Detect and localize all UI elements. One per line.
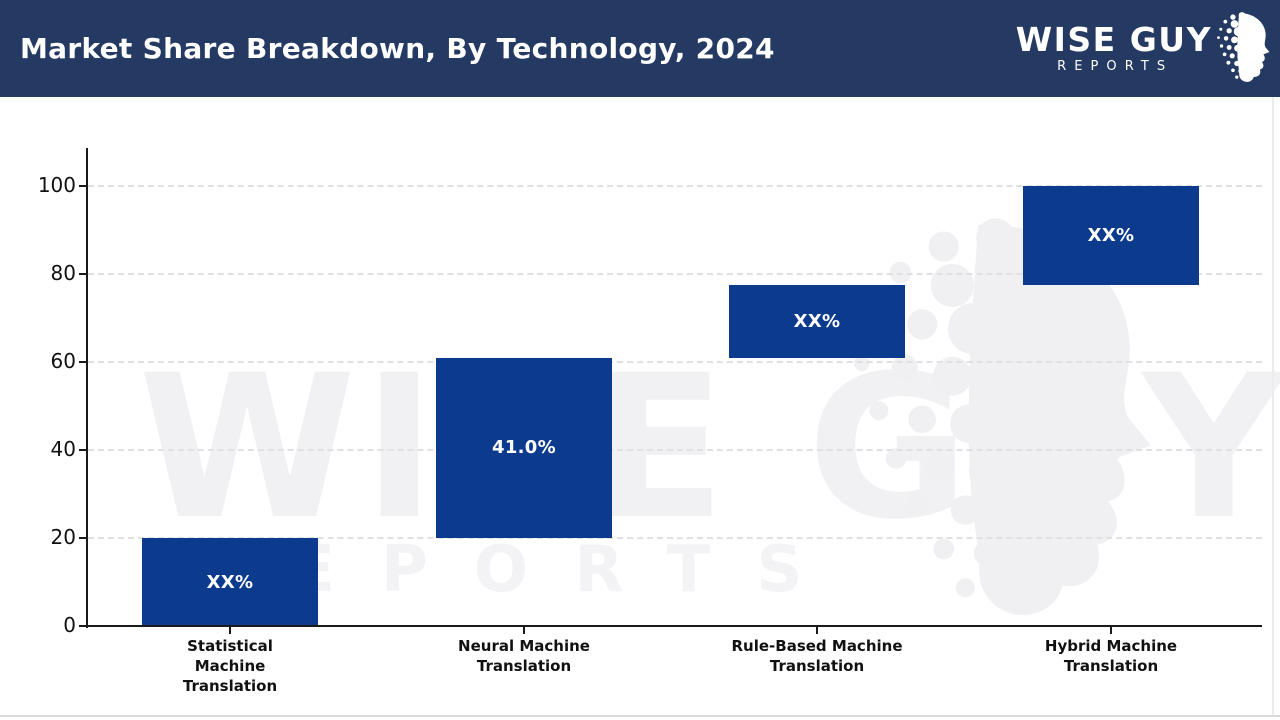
x-tick-mark — [523, 627, 525, 634]
bar-value-label: 41.0% — [492, 437, 556, 459]
y-tick-label: 0 — [63, 613, 76, 637]
y-tick-mark — [79, 273, 87, 275]
y-tick-mark — [79, 537, 87, 539]
y-tick-mark — [79, 625, 87, 627]
logo-wordmark: WISE GUY — [1015, 20, 1212, 59]
bar: XX% — [142, 538, 318, 626]
x-tick-label: Neural Machine Translation — [458, 637, 590, 675]
page-title: Market Share Breakdown, By Technology, 2… — [20, 32, 775, 65]
header-bar: Market Share Breakdown, By Technology, 2… — [0, 0, 1280, 97]
grid-line — [88, 185, 1262, 187]
y-tick-mark — [79, 361, 87, 363]
bar: XX% — [1023, 186, 1199, 285]
x-tick-label: Rule-Based Machine Translation — [731, 637, 903, 675]
bar-value-label: XX% — [793, 310, 841, 332]
grid-line — [88, 273, 1262, 275]
y-tick-label: 20 — [50, 525, 76, 549]
chart-area: WISE GUY REPORTS 0 20 40 60 80 100 XX% Statisti… — [0, 97, 1280, 720]
y-tick-label: 80 — [50, 261, 76, 285]
grid-line — [88, 537, 1262, 539]
grid-line — [88, 449, 1262, 451]
right-divider — [1272, 97, 1274, 715]
y-axis-line — [86, 148, 88, 628]
x-tick-label: Statistical Machine Translation — [182, 637, 278, 695]
x-tick-mark — [816, 627, 818, 634]
bar-value-label: XX% — [206, 571, 254, 593]
x-axis-line — [86, 625, 1262, 627]
logo-text: WISE GUY REPORTS — [1016, 23, 1212, 74]
grid-line — [88, 361, 1262, 363]
x-tick-mark — [1110, 627, 1112, 634]
brand-logo: WISE GUY REPORTS — [1016, 7, 1274, 91]
bottom-divider — [0, 715, 1280, 717]
y-tick-label: 100 — [37, 173, 76, 197]
y-tick-label: 60 — [50, 349, 76, 373]
y-tick-label: 40 — [50, 437, 76, 461]
bar-value-label: XX% — [1087, 225, 1135, 246]
x-tick-label: Hybrid Machine Translation — [1044, 637, 1178, 675]
bar: XX% — [729, 285, 905, 358]
x-tick-mark — [229, 627, 231, 634]
logo-subtext: REPORTS — [1057, 59, 1174, 74]
y-tick-mark — [79, 185, 87, 187]
y-tick-mark — [79, 449, 87, 451]
bar: 41.0% — [436, 357, 612, 538]
